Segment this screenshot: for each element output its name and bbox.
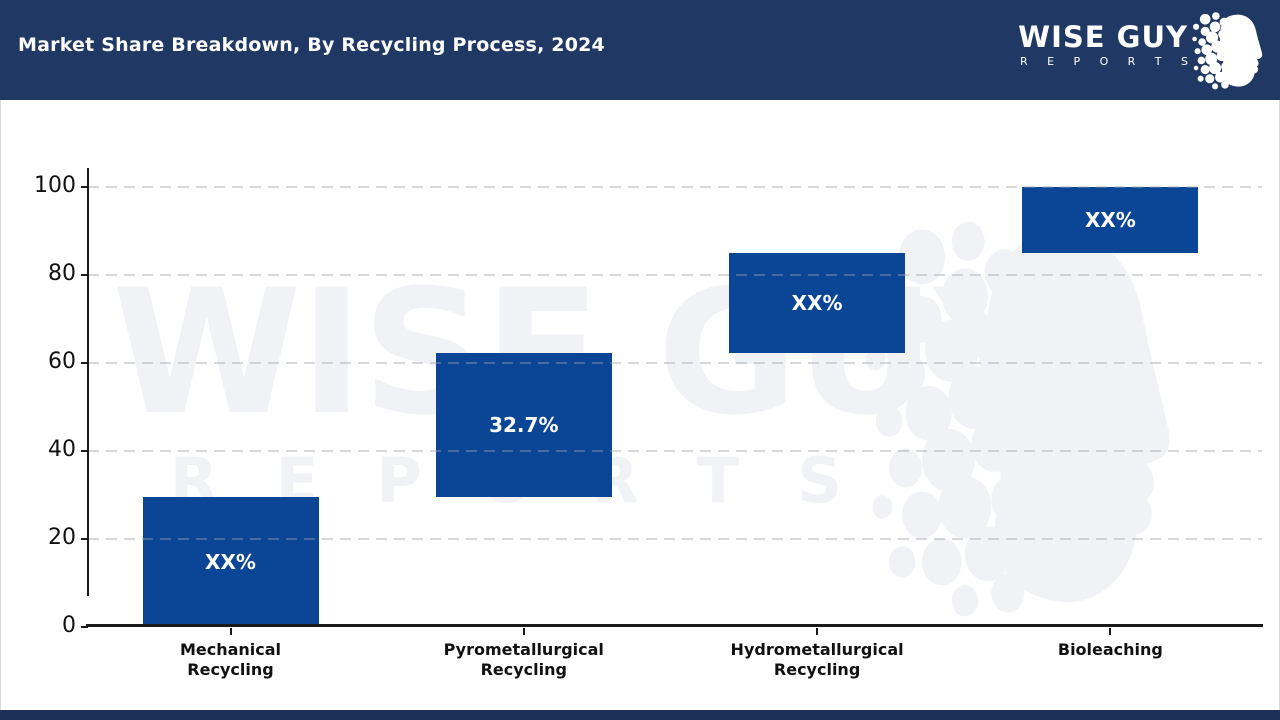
letter: R	[1020, 55, 1028, 68]
gridline	[88, 273, 1262, 276]
letter: T	[1154, 55, 1162, 68]
y-axis-tick-label: 100	[34, 172, 76, 198]
letter: O	[1099, 55, 1109, 68]
y-axis-tick-label: 60	[48, 348, 76, 374]
y-axis-tick-label: 40	[48, 436, 76, 462]
x-axis-category-label: Mechanical Recycling	[111, 640, 351, 680]
y-axis-tick-label: 0	[62, 612, 76, 638]
header-bar: Market Share Breakdown, By Recycling Pro…	[0, 0, 1280, 100]
logo-text: WISE GUY R E P O R T S	[1018, 22, 1188, 68]
y-axis-tick	[81, 537, 88, 540]
y-axis-tick	[81, 273, 88, 276]
y-axis-line	[87, 168, 89, 596]
x-axis-category-label: Bioleaching	[990, 640, 1230, 660]
y-axis-tick	[81, 185, 88, 188]
x-label-line: Hydrometallurgical	[730, 639, 904, 659]
x-label-line: Pyrometallurgical	[443, 639, 604, 659]
bar: XX%	[142, 497, 319, 627]
gridline	[88, 449, 1262, 452]
bar-value-label: XX%	[791, 291, 843, 316]
letter: P	[1073, 55, 1081, 68]
x-axis-category-label: Pyrometallurgical Recycling	[404, 640, 644, 680]
y-axis-tick-label: 20	[48, 524, 76, 550]
bar: 32.7%	[435, 353, 612, 498]
y-axis-tick-label: 80	[48, 260, 76, 286]
letter: E	[1047, 55, 1055, 68]
logo-wiseguy-label: WISE GUY	[1018, 20, 1188, 54]
x-label-line: Mechanical	[179, 639, 282, 659]
x-label-line: Bioleaching	[1057, 639, 1163, 659]
y-axis-tick	[81, 449, 88, 452]
gridline	[88, 185, 1262, 188]
gridline	[88, 537, 1262, 540]
bar: XX%	[1022, 186, 1199, 254]
x-label-line: Recycling	[480, 659, 567, 679]
logo-head-icon	[1190, 10, 1266, 94]
x-axis-category-label: Hydrometallurgical Recycling	[697, 640, 937, 680]
bar-value-label: XX%	[1084, 207, 1136, 232]
x-axis-tick	[522, 628, 525, 635]
y-axis-tick	[81, 361, 88, 364]
letter: R	[1127, 55, 1136, 68]
gridline	[88, 361, 1262, 364]
plot-area: 0 20 40 60 80 100 XX% Mechanical Recycling 32.7% P…	[0, 100, 1280, 720]
x-axis-line	[86, 624, 1263, 627]
x-axis-tick	[229, 628, 232, 635]
wise-guy-reports-logo: WISE GUY R E P O R T S	[1006, 6, 1266, 96]
x-label-line: Recycling	[187, 659, 274, 679]
page-title: Market Share Breakdown, By Recycling Pro…	[18, 34, 605, 56]
x-axis-tick	[1109, 628, 1112, 635]
x-label-line: Recycling	[773, 659, 861, 679]
footer-bar	[0, 710, 1280, 720]
bar-value-label: XX%	[205, 549, 256, 574]
letter: S	[1180, 55, 1188, 68]
y-axis-tick	[81, 625, 88, 628]
bar: XX%	[729, 253, 906, 354]
x-axis-tick	[816, 628, 819, 635]
bar-value-label: 32.7%	[489, 413, 559, 438]
